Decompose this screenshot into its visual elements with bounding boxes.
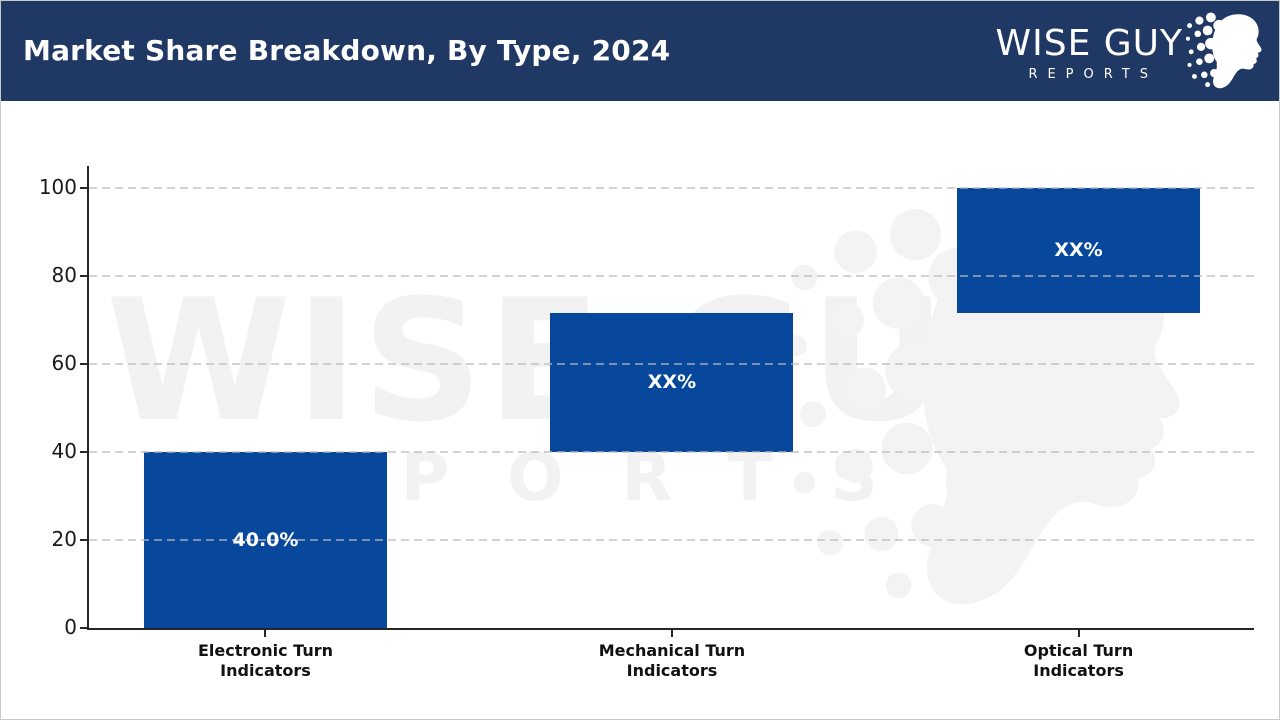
x-tick-mark [264,630,267,637]
logo-text: WISE GUY REPORTS [996,23,1184,82]
y-tick-mark [80,539,87,541]
logo-brand-subtitle: REPORTS [1028,67,1159,82]
logo-brand-name: WISE GUY [995,23,1183,64]
y-tick-mark [80,275,87,277]
page-title: Market Share Breakdown, By Type, 2024 [23,34,671,67]
y-tick-mark [80,451,87,453]
dotted-head-profile-icon [1185,12,1262,89]
watermark-dotted-head-icon [785,209,1180,605]
y-tick-label: 100 [38,175,77,199]
x-tick-mark [670,630,673,637]
y-tick-label: 60 [51,351,77,375]
y-tick-label: 40 [51,439,77,463]
bar-segment [957,188,1201,313]
gridline [89,187,1254,189]
bar-value-label: XX% [1054,239,1103,262]
gridline [89,275,1254,277]
y-tick-label: 20 [51,527,77,551]
gridline [89,363,1254,365]
y-tick-label: 0 [64,615,77,639]
y-tick-mark [80,363,87,365]
gridline [89,539,1254,541]
x-category-label: Mechanical Turn Indicators [598,641,746,680]
x-category-label: Electronic Turn Indicators [197,641,333,680]
header-bar: Market Share Breakdown, By Type, 2024 WI… [1,1,1279,101]
bar-value-label: XX% [647,371,697,394]
x-category-label: Optical Turn Indicators [1023,641,1134,680]
plot-area: 40.0% XX% XX% [89,166,1254,628]
y-tick-mark [80,187,87,189]
gridline [89,451,1254,453]
x-tick-mark [1077,630,1080,637]
y-tick-label: 80 [51,263,77,287]
y-axis-line [87,166,89,630]
x-axis-line [87,628,1254,630]
bar-value-label: 40.0% [232,529,299,551]
bar-segment [550,312,794,452]
wise-guy-reports-logo: WISE GUY REPORTS [996,1,1271,101]
y-tick-mark [80,627,87,629]
